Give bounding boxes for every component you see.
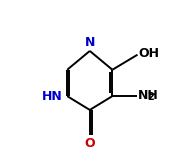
Text: NH: NH [138,89,159,102]
Text: OH: OH [139,47,160,60]
Text: N: N [85,36,95,49]
Text: O: O [85,137,95,150]
Text: HN: HN [41,90,62,103]
Text: 2: 2 [147,92,154,102]
